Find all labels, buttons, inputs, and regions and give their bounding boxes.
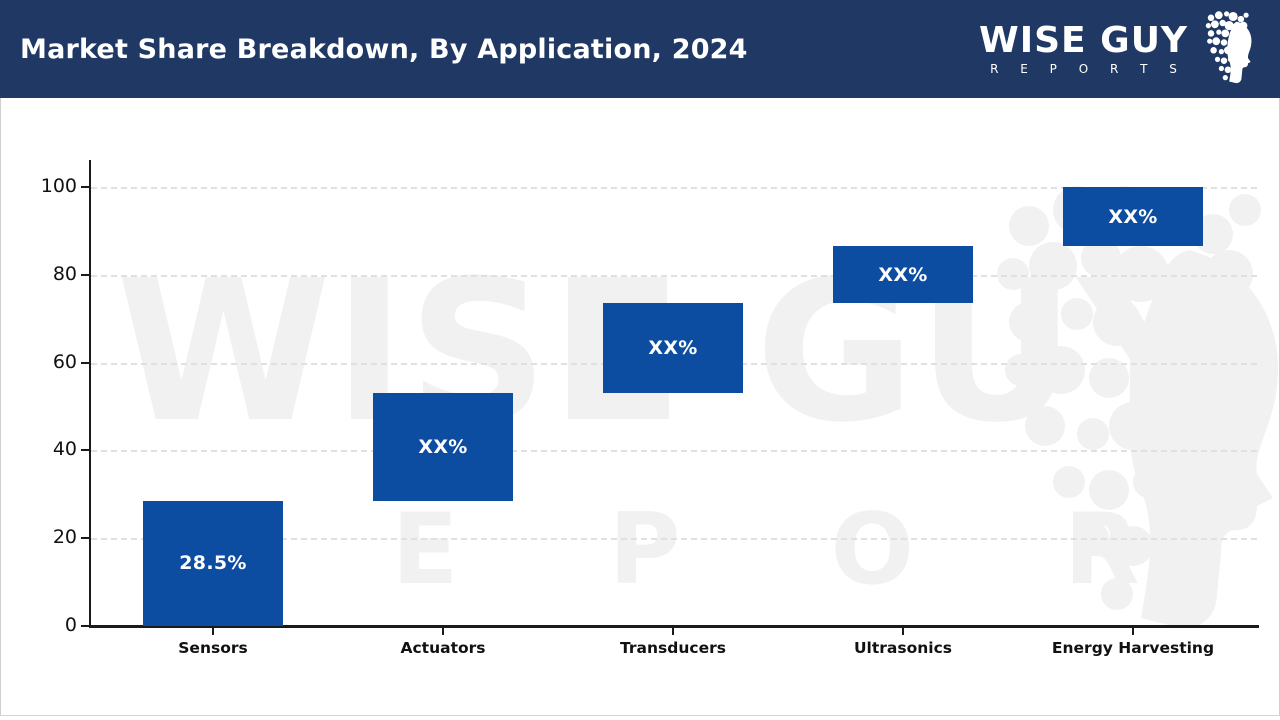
x-axis-line [89, 625, 1259, 628]
bar-value-label: XX% [878, 263, 928, 286]
x-category-label: Actuators [400, 639, 486, 657]
y-tick-mark [81, 361, 89, 364]
x-tick-mark [1132, 628, 1134, 635]
brand-name: WISE GUY [978, 20, 1188, 62]
gridline-y100 [91, 187, 1257, 189]
y-axis-line [89, 160, 91, 627]
brand-face-icon [1205, 11, 1252, 84]
y-tick-mark [81, 186, 89, 188]
x-category-label: Transducers [620, 639, 726, 657]
y-tick-label: 100 [40, 175, 77, 197]
brand-logo-text: WISE GUY R E P O R T S [979, 22, 1188, 76]
y-tick-mark [81, 537, 89, 540]
y-tick-label: 40 [52, 438, 77, 461]
y-tick-label: 80 [52, 262, 77, 285]
x-category-label: Ultrasonics [853, 639, 953, 657]
brand-logo: WISE GUY R E P O R T S [979, 10, 1266, 88]
bar-actuators: XX% [373, 393, 513, 501]
x-category-label: Sensors [178, 639, 248, 657]
brand-subtitle: R E P O R T S [990, 61, 1186, 76]
bar-energy-harvesting: XX% [1063, 187, 1203, 247]
bar-ultrasonics: XX% [833, 246, 973, 304]
y-tick-mark [81, 625, 89, 627]
x-tick-mark [672, 628, 674, 635]
chart-canvas: WISE GUY R E P O R T S 02040608010028.5%… [0, 98, 1280, 716]
x-tick-mark [212, 628, 214, 635]
bar-value-label: 28.5% [179, 552, 247, 575]
x-tick-mark [442, 628, 444, 635]
y-tick-mark [81, 449, 89, 452]
x-tick-mark [902, 628, 904, 635]
bar-value-label: XX% [1108, 205, 1158, 228]
gridline-y40 [91, 450, 1257, 453]
y-tick-label: 60 [52, 350, 77, 373]
y-tick-label: 20 [52, 526, 77, 549]
y-tick-mark [81, 273, 89, 276]
chart-title: Market Share Breakdown, By Application, … [20, 33, 748, 65]
header-bar: Market Share Breakdown, By Application, … [0, 0, 1280, 98]
bar-transducers: XX% [603, 303, 743, 394]
bar-sensors: 28.5% [143, 500, 283, 626]
x-category-label: Energy Harvesting [1051, 639, 1215, 657]
bar-value-label: XX% [648, 337, 698, 360]
gridline-y20 [91, 538, 1257, 541]
bar-value-label: XX% [418, 436, 468, 459]
gridline-y80 [91, 274, 1257, 277]
y-tick-label: 0 [64, 614, 77, 636]
